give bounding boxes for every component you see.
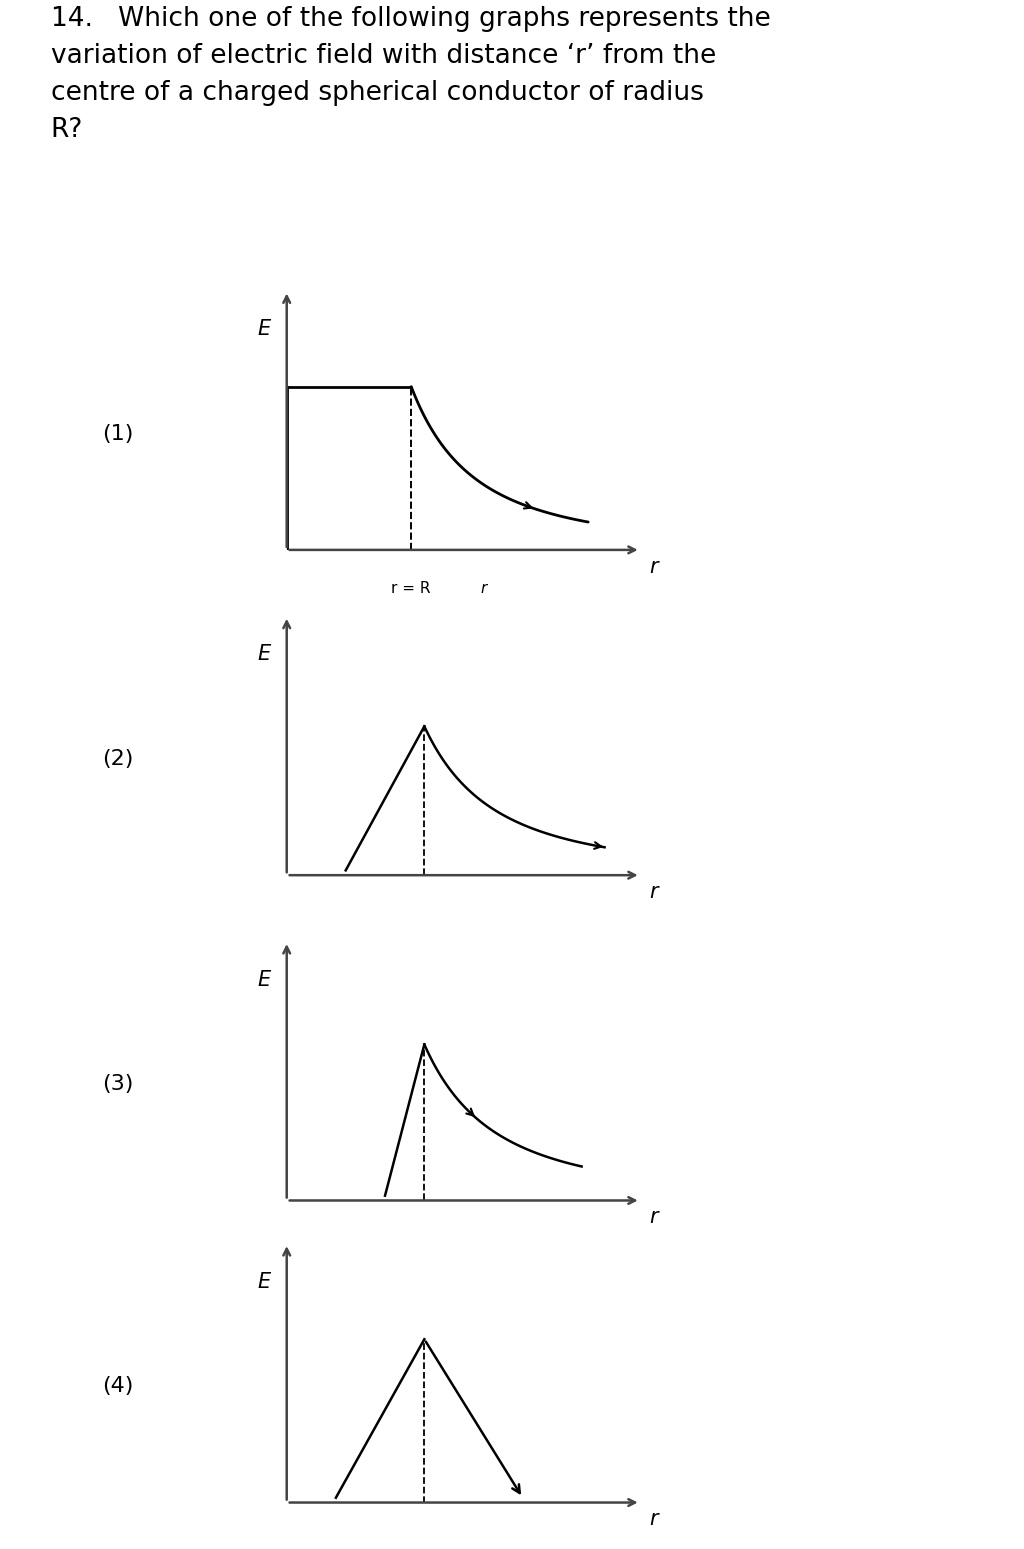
Text: r: r <box>649 881 658 902</box>
Text: r = R: r = R <box>391 581 431 596</box>
Text: 14.   Which one of the following graphs represents the
variation of electric fie: 14. Which one of the following graphs re… <box>50 6 770 143</box>
Text: (1): (1) <box>102 424 134 443</box>
Text: E: E <box>257 319 270 339</box>
Text: r: r <box>649 1207 658 1227</box>
Text: (3): (3) <box>102 1075 134 1094</box>
Text: E: E <box>257 644 270 665</box>
Text: (4): (4) <box>102 1377 134 1396</box>
Text: (2): (2) <box>102 750 134 768</box>
Text: E: E <box>257 1272 270 1292</box>
Text: r: r <box>649 556 658 576</box>
Text: r: r <box>480 581 486 596</box>
Text: E: E <box>257 970 270 990</box>
Text: r: r <box>649 1509 658 1529</box>
